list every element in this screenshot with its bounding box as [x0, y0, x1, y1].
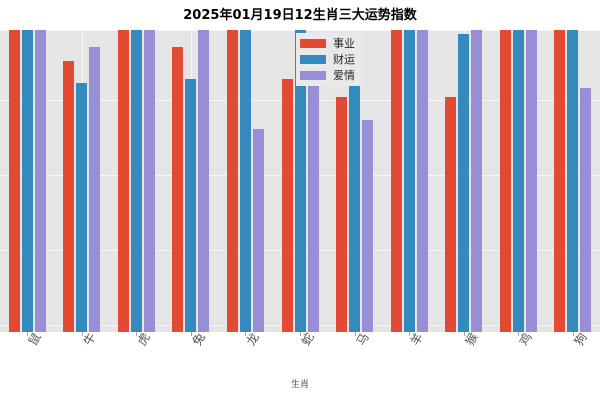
bar-鼠-事业 — [9, 30, 20, 332]
bar-羊-爱情 — [417, 30, 428, 332]
bar-羊-财运 — [404, 30, 415, 332]
chart-legend: 事业 财运 爱情 — [296, 33, 364, 86]
bar-鸡-事业 — [500, 30, 511, 332]
x-tick-9 — [518, 332, 519, 336]
bars-layer — [0, 30, 600, 332]
x-tick-label-鸡: 鸡 — [516, 330, 536, 348]
legend-item-career[interactable]: 事业 — [300, 37, 355, 50]
bar-牛-爱情 — [89, 47, 100, 332]
legend-item-wealth[interactable]: 财运 — [300, 53, 355, 66]
bar-龙-爱情 — [253, 128, 264, 332]
x-tick-label-狗: 狗 — [571, 330, 590, 348]
x-tick-4 — [245, 332, 246, 336]
bar-马-事业 — [336, 97, 347, 332]
bar-狗-事业 — [554, 30, 565, 332]
bar-牛-财运 — [76, 83, 87, 332]
x-tick-label-牛: 牛 — [80, 330, 99, 348]
legend-swatch-wealth-icon — [300, 55, 326, 64]
bar-虎-财运 — [131, 30, 142, 332]
bar-蛇-爱情 — [308, 83, 319, 332]
bar-龙-财运 — [240, 30, 251, 332]
bar-猴-爱情 — [471, 30, 482, 332]
x-tick-label-龙: 龙 — [244, 330, 263, 348]
x-tick-label-蛇: 蛇 — [298, 330, 317, 348]
legend-item-love[interactable]: 爱情 — [300, 69, 355, 82]
x-tick-3 — [191, 332, 192, 336]
bar-鸡-爱情 — [526, 30, 537, 332]
legend-swatch-love-icon — [300, 71, 326, 80]
legend-swatch-career-icon — [300, 39, 326, 48]
bar-龙-事业 — [227, 30, 238, 332]
bar-羊-事业 — [391, 30, 402, 332]
x-tick-label-虎: 虎 — [135, 330, 154, 348]
bar-鸡-财运 — [513, 30, 524, 332]
bar-牛-事业 — [63, 60, 74, 332]
bar-鼠-爱情 — [35, 30, 46, 332]
legend-label-career: 事业 — [333, 37, 355, 50]
x-tick-6 — [355, 332, 356, 336]
x-tick-label-鼠: 鼠 — [25, 330, 45, 348]
bar-兔-事业 — [172, 47, 183, 332]
bar-猴-财运 — [458, 33, 469, 332]
bar-马-财运 — [349, 78, 360, 332]
bar-虎-爱情 — [144, 30, 155, 332]
x-tick-label-羊: 羊 — [407, 330, 426, 348]
bar-虎-事业 — [118, 30, 129, 332]
x-tick-0 — [27, 332, 28, 336]
x-tick-5 — [300, 332, 301, 336]
bar-蛇-财运 — [295, 30, 306, 332]
bar-鼠-财运 — [22, 30, 33, 332]
x-tick-label-兔: 兔 — [189, 330, 208, 348]
x-tick-8 — [464, 332, 465, 336]
x-axis-title: 生肖 — [290, 380, 309, 390]
bar-狗-爱情 — [580, 87, 591, 332]
chart-title: 2025年01月19日12生肖三大运势指数 — [183, 8, 417, 23]
bar-兔-爱情 — [198, 30, 209, 332]
x-tick-10 — [573, 332, 574, 336]
bar-马-爱情 — [362, 119, 373, 332]
x-tick-2 — [136, 332, 137, 336]
legend-label-love: 爱情 — [333, 69, 355, 82]
x-tick-7 — [409, 332, 410, 336]
bar-狗-财运 — [567, 30, 578, 332]
bar-猴-事业 — [445, 97, 456, 332]
x-tick-1 — [82, 332, 83, 336]
bar-兔-财运 — [185, 78, 196, 332]
legend-label-wealth: 财运 — [333, 53, 355, 66]
bar-蛇-事业 — [282, 78, 293, 332]
